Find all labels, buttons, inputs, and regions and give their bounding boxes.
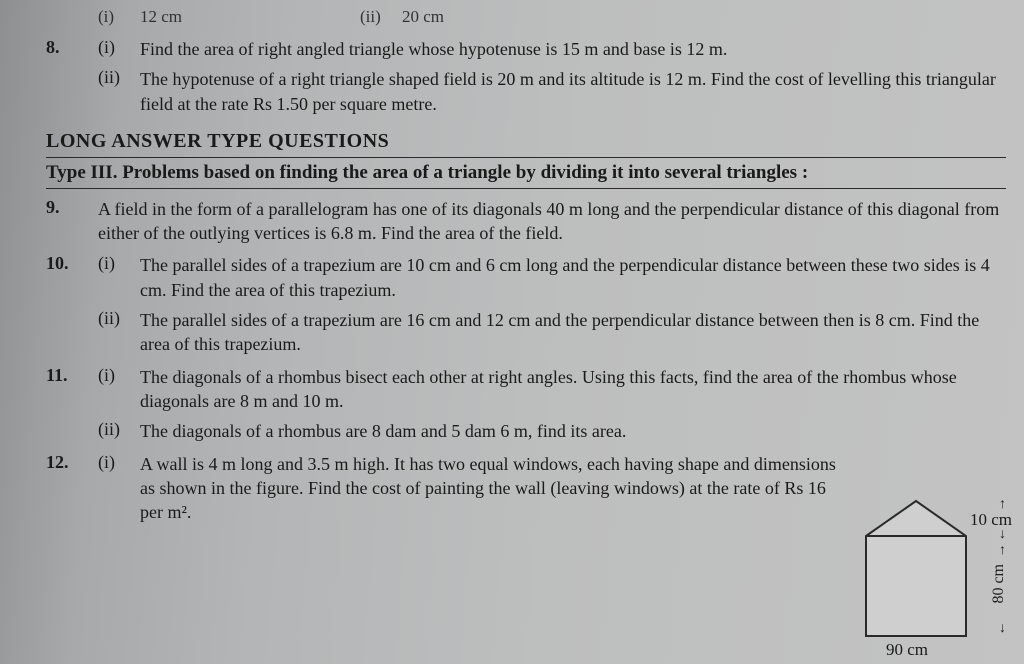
page: (i) 12 cm (ii) 20 cm 8. (i) Find the are…: [0, 0, 1024, 664]
q12-number: 12.: [46, 452, 98, 525]
window-outline: [866, 501, 966, 636]
q10-i-label: (i): [98, 253, 140, 302]
q10-spacer: [46, 308, 98, 357]
q10-ii-text: The parallel sides of a trapezium are 16…: [140, 308, 1006, 357]
q8-ii-label: (ii): [98, 67, 140, 116]
type-iii-heading: Type III. Problems based on finding the …: [46, 162, 1006, 184]
window-figure-svg: [856, 496, 976, 646]
q8-number: 8.: [46, 37, 98, 61]
q11-spacer: [46, 419, 98, 443]
q8-spacer: [46, 67, 98, 116]
q11-ii-text: The diagonals of a rhombus are 8 dam and…: [140, 419, 1006, 443]
q10-ii-label: (ii): [98, 308, 140, 357]
arrow-up-icon-2: ↑: [999, 544, 1006, 558]
divider-2: [46, 188, 1006, 189]
window-figure: ↑ 10 cm ↓ ↑ 80 cm ↓ 90 cm: [856, 496, 1006, 656]
partial-opt-i-label: (i): [98, 7, 140, 27]
figure-right-label: 80 cm: [990, 564, 1008, 604]
q11-ii-label: (ii): [98, 419, 140, 443]
partial-options: (i) 12 cm (ii) 20 cm: [46, 6, 1006, 29]
q8-ii-text: The hypotenuse of a right triangle shape…: [140, 67, 1006, 116]
partial-opt-ii-text: 20 cm: [402, 6, 1006, 29]
q12-i-label: (i): [98, 452, 140, 525]
q10-number: 10.: [46, 253, 98, 302]
q8-i-text: Find the area of right angled triangle w…: [140, 37, 1006, 61]
arrow-down-icon-2: ↓: [999, 622, 1006, 636]
q9-text: A field in the form of a parallelogram h…: [98, 197, 1006, 246]
partial-opt-ii-label: (ii): [360, 7, 402, 27]
arrow-down-icon-1: ↓: [999, 528, 1006, 542]
question-11: 11. (i) The diagonals of a rhombus bisec…: [46, 365, 1006, 444]
divider-1: [46, 157, 1006, 158]
q10-i-text: The parallel sides of a trapezium are 10…: [140, 253, 1006, 302]
question-10: 10. (i) The parallel sides of a trapeziu…: [46, 253, 1006, 356]
question-8: 8. (i) Find the area of right angled tri…: [46, 37, 1006, 116]
q8-i-label: (i): [98, 37, 140, 61]
partial-opt-i-text: 12 cm: [140, 6, 360, 29]
question-9: 9. A field in the form of a parallelogra…: [46, 197, 1006, 246]
q9-number: 9.: [46, 197, 98, 246]
q11-i-text: The diagonals of a rhombus bisect each o…: [140, 365, 1006, 414]
q11-i-label: (i): [98, 365, 140, 414]
figure-bottom-label: 90 cm: [886, 640, 928, 660]
q11-number: 11.: [46, 365, 98, 414]
long-answer-heading: LONG ANSWER TYPE QUESTIONS: [46, 130, 1006, 153]
